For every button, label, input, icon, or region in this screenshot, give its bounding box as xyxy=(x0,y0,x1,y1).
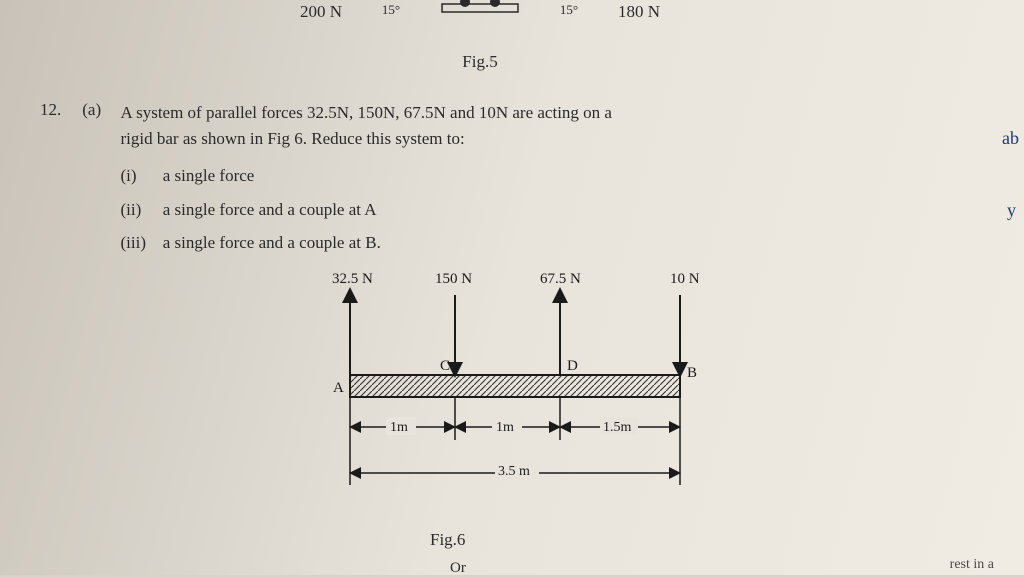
sub-item-iii: (iii) a single force and a couple at B. xyxy=(121,230,881,256)
margin-note-2: y xyxy=(1007,200,1016,221)
fig5-left-force: 200 N xyxy=(300,2,342,22)
rigid-bar xyxy=(350,375,680,397)
question-number: 12. xyxy=(40,100,78,120)
dim-1-5m-db: 1.5m xyxy=(603,420,632,435)
fig6-svg: 32.5 N 150 N 67.5 N 10 N A C D B xyxy=(300,265,720,525)
fig6-diagram: 32.5 N 150 N 67.5 N 10 N A C D B xyxy=(300,265,720,525)
dim-3-5m-ab: 3.5 m xyxy=(498,464,530,479)
sub-text-ii: a single force and a couple at A xyxy=(163,200,377,219)
sub-list: (i) a single force (ii) a single force a… xyxy=(121,163,881,256)
dim-1m-cd: 1m xyxy=(496,420,514,435)
fig5-force-labels: 200 N 15° 15° 180 N xyxy=(280,0,680,24)
question-line1: A system of parallel forces 32.5N, 150N,… xyxy=(121,103,612,122)
or-text: Or xyxy=(450,560,466,577)
fig5-left-angle: 15° xyxy=(382,2,400,22)
fig5-region: 200 N 15° 15° 180 N Fig.5 xyxy=(280,0,680,72)
fig5-caption: Fig.5 xyxy=(280,52,680,72)
sub-num-iii: (iii) xyxy=(121,230,159,256)
question-line2: rigid bar as shown in Fig 6. Reduce this… xyxy=(121,129,465,148)
point-b-label: B xyxy=(687,365,697,381)
fig5-right-force: 180 N xyxy=(618,2,660,22)
sub-num-ii: (ii) xyxy=(121,197,159,223)
fig5-right-angle: 15° xyxy=(560,2,578,22)
sub-text-i: a single force xyxy=(163,166,255,185)
force-label-c: 150 N xyxy=(435,271,472,287)
page-content: 200 N 15° 15° 180 N Fig.5 12. (a) A syst… xyxy=(0,0,1024,575)
margin-note-1: ab xyxy=(1002,128,1019,149)
point-d-label: D xyxy=(567,358,578,374)
fig6-caption: Fig.6 xyxy=(430,530,465,550)
bottom-note: rest in a xyxy=(950,557,994,573)
point-c-label: C xyxy=(440,358,450,374)
sub-num-i: (i) xyxy=(121,163,159,189)
question-body: A system of parallel forces 32.5N, 150N,… xyxy=(121,100,881,264)
fig5-shape-icon xyxy=(440,0,520,16)
sub-item-ii: (ii) a single force and a couple at A xyxy=(121,197,881,223)
point-a-label: A xyxy=(333,380,344,396)
force-label-a: 32.5 N xyxy=(332,271,373,287)
dim-1m-ac: 1m xyxy=(390,420,408,435)
question-12: 12. (a) A system of parallel forces 32.5… xyxy=(40,100,920,264)
question-part: (a) xyxy=(82,100,116,120)
sub-item-i: (i) a single force xyxy=(121,163,881,189)
force-label-b: 10 N xyxy=(670,271,700,287)
sub-text-iii: a single force and a couple at B. xyxy=(163,233,381,252)
force-label-d: 67.5 N xyxy=(540,271,581,287)
